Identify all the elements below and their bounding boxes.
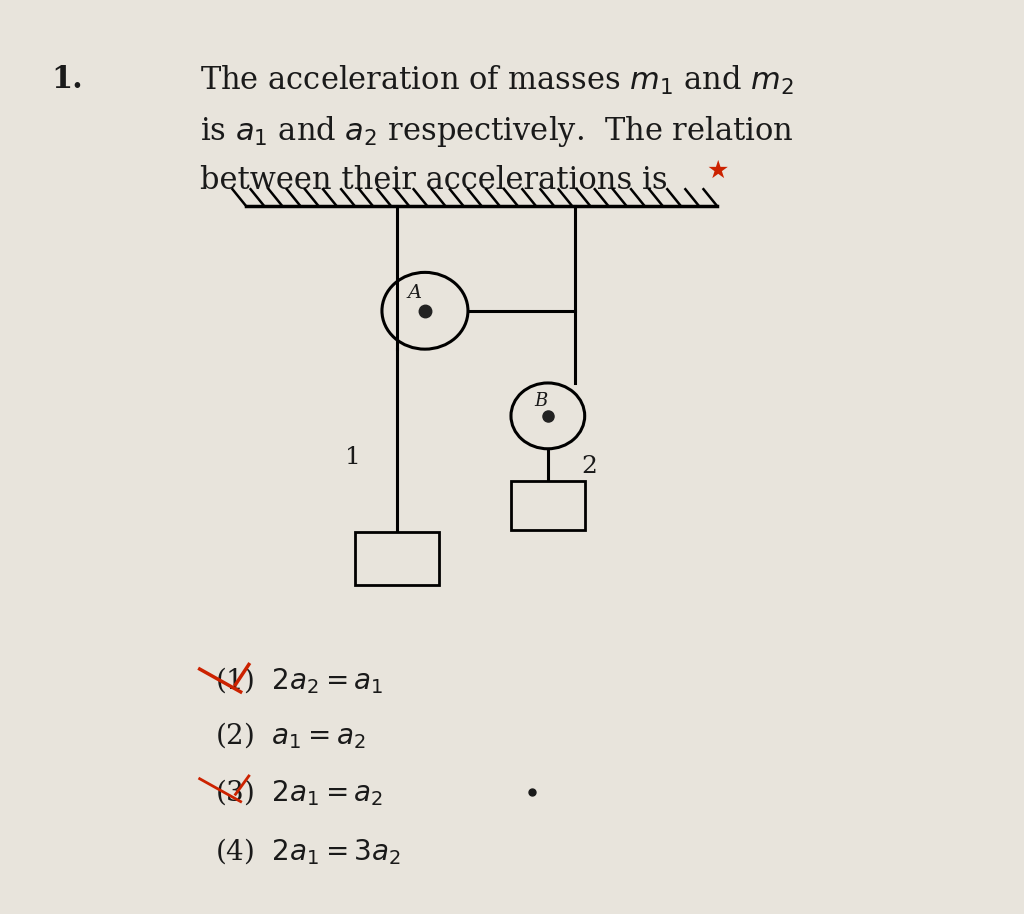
Text: between their accelerations is: between their accelerations is	[200, 165, 668, 196]
Text: A: A	[408, 284, 421, 303]
Text: (3)  $2a_1 = a_2$: (3) $2a_1 = a_2$	[215, 777, 383, 808]
Text: The acceleration of masses $m_1$ and $m_2$: The acceleration of masses $m_1$ and $m_…	[200, 64, 794, 97]
Text: $M_2$: $M_2$	[534, 494, 562, 517]
Text: (1)  $2a_2 = a_1$: (1) $2a_2 = a_1$	[215, 665, 384, 696]
Bar	[511, 481, 585, 530]
Text: 1.: 1.	[51, 64, 83, 95]
Text: ★: ★	[707, 159, 729, 183]
Text: is $a_1$ and $a_2$ respectively.  The relation: is $a_1$ and $a_2$ respectively. The rel…	[200, 114, 794, 149]
Bar	[355, 532, 439, 585]
Text: (4)  $2a_1 = 3a_2$: (4) $2a_1 = 3a_2$	[215, 836, 401, 867]
Text: (2)  $a_1=a_2$: (2) $a_1=a_2$	[215, 720, 366, 751]
Text: $M_1$: $M_1$	[383, 547, 412, 570]
Text: B: B	[534, 392, 547, 410]
Text: 1: 1	[345, 445, 361, 469]
Text: 2: 2	[581, 454, 597, 478]
